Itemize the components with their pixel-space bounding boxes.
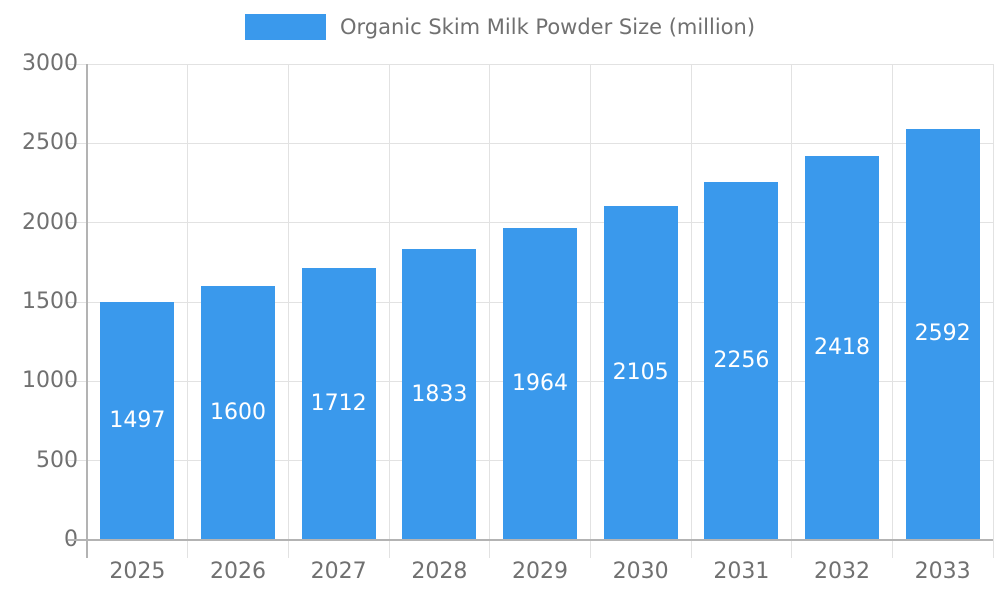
x-gridline [287,64,289,558]
y-axis-tick-label: 2500 [22,130,78,156]
y-axis-tick-label: 0 [64,527,78,552]
bar-value-label: 2105 [612,359,669,385]
bar-2029[interactable]: 1964 [503,228,577,540]
y-gridline [68,142,993,144]
y-axis-tick-label: 500 [36,447,78,473]
x-gridline [891,64,893,558]
bar-value-label: 2418 [814,335,870,361]
y-gridline [68,222,993,224]
bar-2025[interactable]: 1497 [100,302,175,540]
y-axis-tick-label: 2000 [22,209,78,235]
x-axis-tick-label: 2027 [310,559,367,584]
chart-legend: Organic Skim Milk Powder Size (million) [0,14,1000,40]
bar-2031[interactable]: 2256 [704,182,779,540]
x-axis-tick-label: 2028 [411,559,468,584]
bar-value-label: 1600 [210,400,266,426]
x-axis-tick-label: 2025 [109,559,166,584]
bar-2027[interactable]: 1712 [301,268,376,540]
x-gridline [992,64,994,558]
x-gridline [187,64,189,558]
bar-value-label: 1712 [310,391,367,417]
x-axis-tick-label: 2032 [813,559,870,584]
bar-value-label: 1964 [512,371,568,397]
x-axis-tick-label: 2029 [511,559,568,584]
x-axis-tick-label: 2026 [209,559,266,584]
bar-2026[interactable]: 1600 [201,286,275,540]
x-gridline [489,64,491,558]
bar-value-label: 2256 [713,348,770,374]
bar-2028[interactable]: 1833 [402,249,477,540]
y-axis-tick-label: 1500 [22,289,78,314]
bar-value-label: 1497 [109,408,166,434]
x-axis-tick-label: 2030 [612,559,669,584]
y-gridline [68,63,993,65]
legend-item[interactable]: Organic Skim Milk Powder Size (million) [244,14,756,40]
y-axis-tick-label: 1000 [22,368,78,394]
bar-2033[interactable]: 2592 [905,128,980,540]
bar-2032[interactable]: 2418 [805,156,879,540]
x-axis-line [68,539,993,541]
y-axis-tick-label: 3000 [22,51,78,76]
bar-value-label: 2592 [914,321,971,347]
x-axis-tick-label: 2033 [914,559,971,584]
x-gridline [589,64,591,558]
legend-color-swatch [244,14,326,40]
x-gridline [791,64,793,558]
x-gridline [388,64,390,558]
y-axis-line [86,64,88,558]
bar-value-label: 1833 [411,381,468,407]
legend-label: Organic Skim Milk Powder Size (million) [339,15,756,39]
x-gridline [690,64,692,558]
bar-2030[interactable]: 2105 [603,206,678,540]
x-axis-tick-label: 2031 [713,559,770,584]
